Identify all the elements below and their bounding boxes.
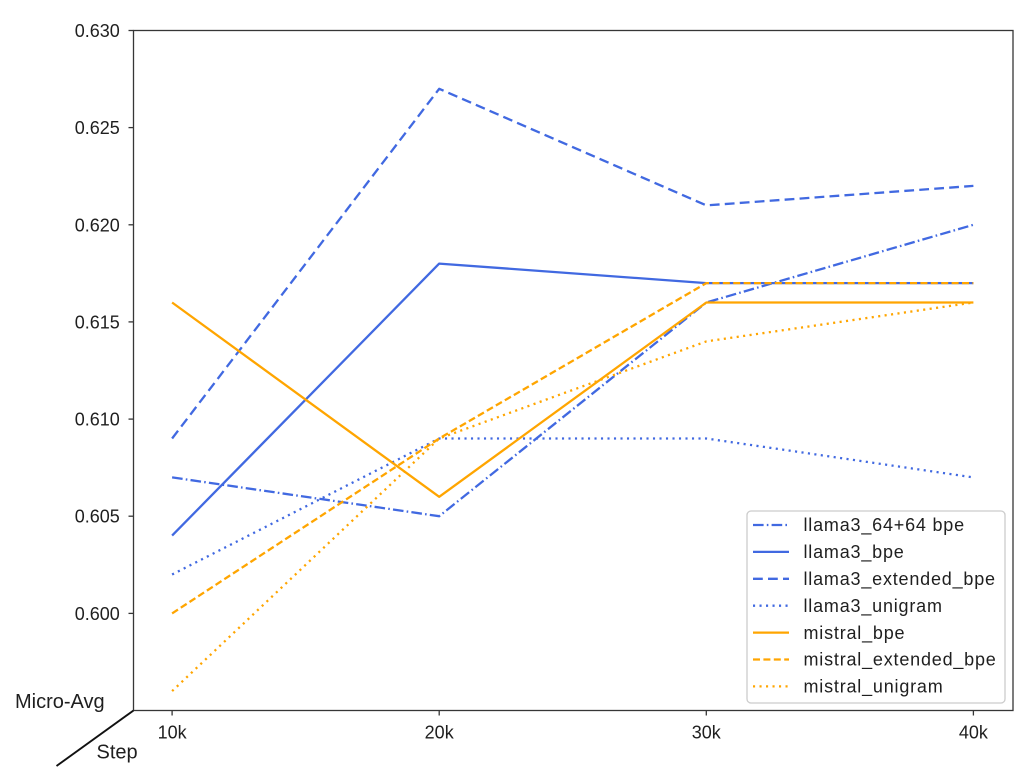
svg-text:mistral_bpe: mistral_bpe <box>804 623 906 644</box>
svg-text:0.605: 0.605 <box>75 507 120 527</box>
svg-text:llama3_64+64 bpe: llama3_64+64 bpe <box>804 515 965 536</box>
svg-text:0.625: 0.625 <box>75 118 120 138</box>
svg-text:0.610: 0.610 <box>75 410 120 430</box>
svg-text:llama3_bpe: llama3_bpe <box>804 542 905 563</box>
svg-text:llama3_extended_bpe: llama3_extended_bpe <box>804 569 996 590</box>
svg-text:10k: 10k <box>158 723 188 743</box>
svg-text:mistral_extended_bpe: mistral_extended_bpe <box>804 650 997 671</box>
svg-text:0.600: 0.600 <box>75 604 120 624</box>
svg-text:0.630: 0.630 <box>75 21 120 41</box>
svg-text:20k: 20k <box>425 723 455 743</box>
svg-text:40k: 40k <box>959 723 989 743</box>
svg-text:Micro-Avg: Micro-Avg <box>15 691 105 713</box>
svg-text:mistral_unigram: mistral_unigram <box>804 677 944 698</box>
svg-text:0.620: 0.620 <box>75 215 120 235</box>
svg-text:30k: 30k <box>692 723 722 743</box>
svg-text:llama3_unigram: llama3_unigram <box>804 596 943 617</box>
svg-text:0.615: 0.615 <box>75 312 120 332</box>
svg-text:Step: Step <box>97 742 138 764</box>
